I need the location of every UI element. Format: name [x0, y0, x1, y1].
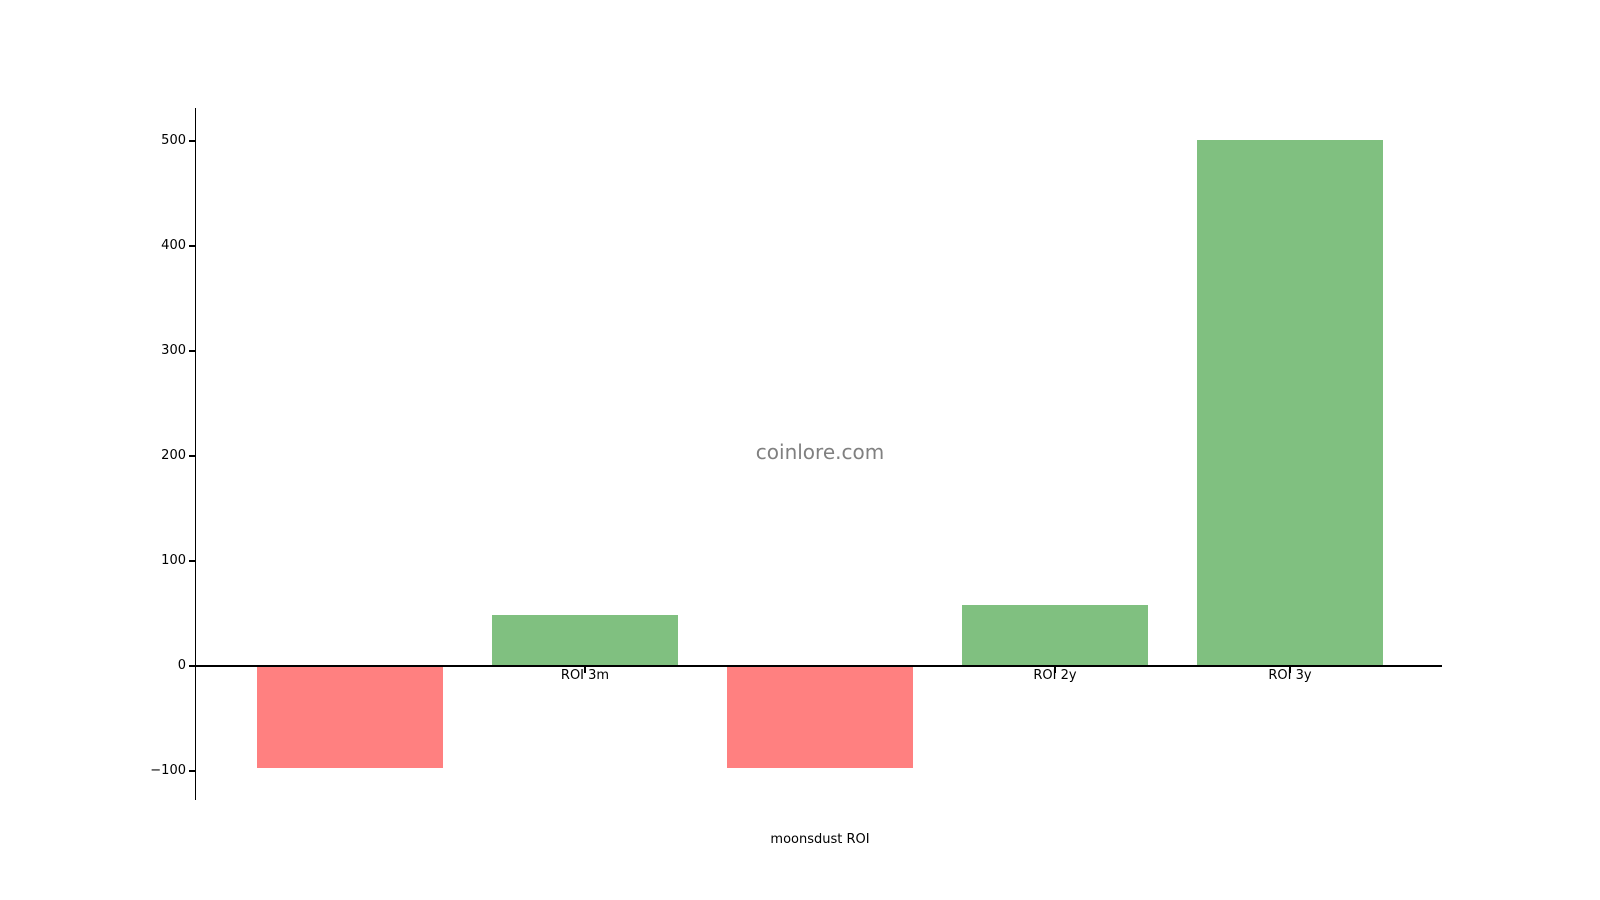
x-tick-mark — [1054, 666, 1056, 673]
x-axis-line — [196, 665, 1442, 667]
bar — [257, 666, 443, 768]
y-tick-mark — [189, 770, 196, 772]
y-tick-label: 300 — [161, 343, 186, 358]
y-tick-label: 400 — [161, 238, 186, 253]
x-axis-title: moonsdust ROI — [770, 832, 870, 847]
watermark-text: coinlore.com — [755, 440, 885, 464]
y-tick-label: 0 — [177, 658, 186, 673]
y-tick-mark — [189, 665, 196, 667]
bar — [727, 666, 913, 768]
bar — [1197, 139, 1383, 666]
y-tick-label: −100 — [150, 763, 186, 778]
x-tick-mark — [1289, 666, 1291, 673]
bar — [492, 614, 678, 666]
y-tick-label: 100 — [161, 553, 186, 568]
bar — [962, 605, 1148, 666]
x-tick-label: ROI 3m — [560, 668, 610, 683]
y-tick-label: 200 — [161, 448, 186, 463]
x-tick-mark — [584, 666, 586, 673]
y-tick-mark — [189, 350, 196, 352]
y-axis-line — [194, 108, 196, 800]
y-tick-mark — [189, 455, 196, 457]
x-tick-label: ROI 3y — [1268, 668, 1312, 683]
y-tick-label: 500 — [161, 133, 186, 148]
y-tick-mark — [189, 245, 196, 247]
y-tick-mark — [189, 140, 196, 142]
y-tick-mark — [189, 560, 196, 562]
x-tick-label: ROI 2y — [1033, 668, 1077, 683]
